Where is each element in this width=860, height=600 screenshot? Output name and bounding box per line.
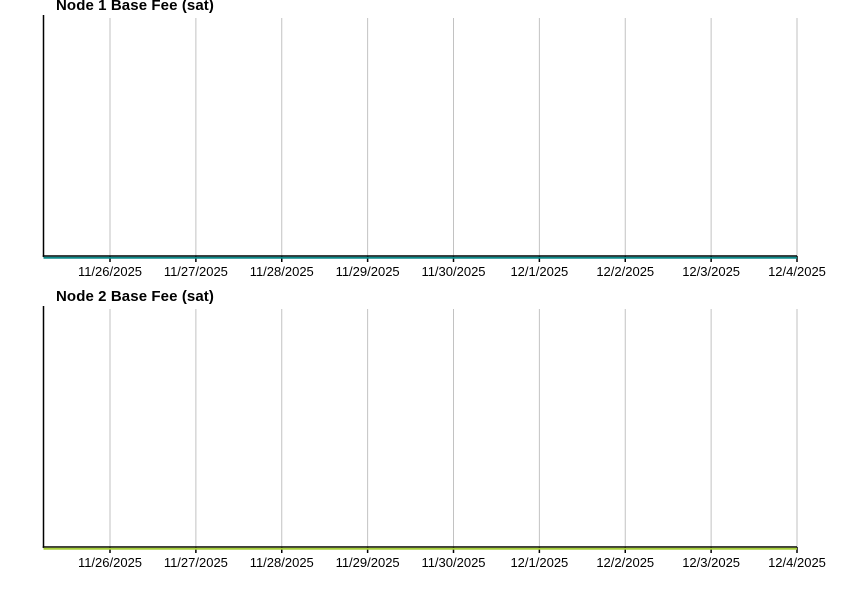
node2-line-plot: 11/26/2025 11/27/2025 11/28/2025 11/29/2025… [42,306,826,570]
chart-title-node2: Node 2 Base Fee (sat) [56,288,214,305]
x-tick-label: 12/2/2025 [596,555,654,570]
x-tick-label: 12/1/2025 [510,555,568,570]
x-tick-label: 12/4/2025 [768,555,826,570]
x-tick-label: 11/26/2025 [78,264,142,279]
x-tick-label: 12/3/2025 [682,264,740,279]
x-tick-label: 11/30/2025 [421,264,485,279]
x-tick-label: 11/27/2025 [164,555,228,570]
x-tick-label: 12/3/2025 [682,555,740,570]
chart-node1-base-fee: Node 1 Base Fee (sat) 11/26/2025 11/27/20… [0,0,860,291]
x-tick-label: 11/28/2025 [250,555,314,570]
x-tick-label: 11/30/2025 [421,555,485,570]
x-tick-label: 11/29/2025 [336,555,400,570]
x-tick-label: 11/29/2025 [336,264,400,279]
chart-title-node1: Node 1 Base Fee (sat) [56,0,214,14]
x-tick-label: 11/26/2025 [78,555,142,570]
x-tick-label: 11/28/2025 [250,264,314,279]
chart-node2-base-fee: Node 2 Base Fee (sat) 11/26/2025 11/27/20… [0,288,860,582]
x-tick-label: 12/1/2025 [510,264,568,279]
x-tick-label: 11/27/2025 [164,264,228,279]
x-tick-label: 12/2/2025 [596,264,654,279]
node1-line-plot: 11/26/2025 11/27/2025 11/28/2025 11/29/2025… [42,15,826,279]
x-tick-label: 12/4/2025 [768,264,826,279]
